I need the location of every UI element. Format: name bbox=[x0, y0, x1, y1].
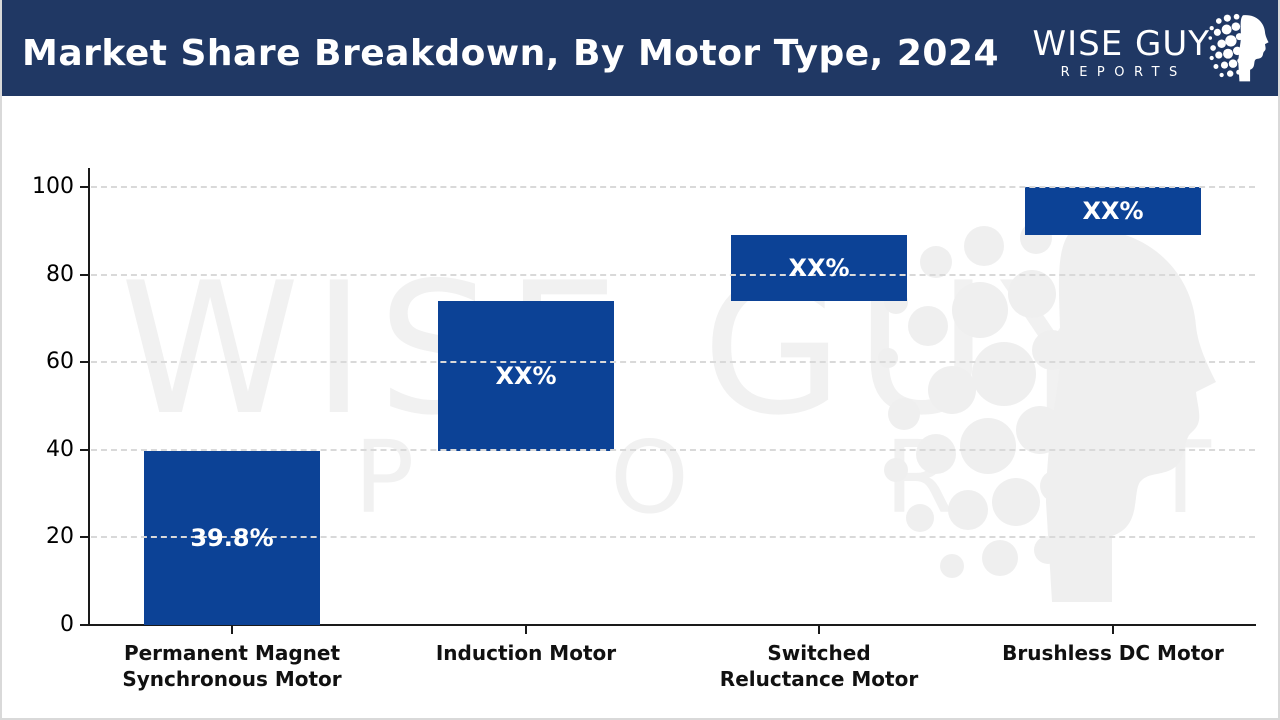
y-axis-tick-label: 40 bbox=[46, 436, 74, 462]
y-axis-tick bbox=[80, 273, 88, 276]
x-axis-tick bbox=[231, 626, 233, 634]
y-axis-tick bbox=[80, 624, 88, 626]
header-bar: Market Share Breakdown, By Motor Type, 2… bbox=[2, 0, 1278, 96]
gridline bbox=[91, 361, 1255, 364]
x-axis-tick bbox=[525, 626, 527, 634]
bar-value-label: XX% bbox=[495, 361, 557, 390]
category-label: Switched Reluctance Motor bbox=[719, 641, 919, 691]
y-axis-tick-label: 100 bbox=[32, 174, 74, 199]
bar-value-label: XX% bbox=[1082, 197, 1144, 226]
y-axis-tick bbox=[80, 186, 88, 188]
page-title: Market Share Breakdown, By Motor Type, 2… bbox=[22, 33, 1000, 74]
logo-wordmark-line2: REPORTS bbox=[1060, 64, 1187, 80]
x-axis-tick bbox=[818, 626, 820, 634]
y-axis-tick-label: 60 bbox=[46, 349, 74, 375]
gridline bbox=[91, 273, 1255, 276]
y-axis-tick bbox=[80, 361, 88, 364]
bar-value-label: 39.8% bbox=[190, 523, 274, 552]
y-axis-line bbox=[88, 168, 90, 626]
wise-guy-logo: WISE GUY REPORTS bbox=[1032, 8, 1270, 88]
y-axis-tick-label: 0 bbox=[60, 612, 74, 637]
x-axis-line bbox=[88, 624, 1256, 626]
category-label: Induction Motor bbox=[435, 641, 617, 665]
bar-segment: XX% bbox=[438, 300, 614, 451]
x-axis-tick bbox=[1112, 626, 1114, 634]
bar-value-label: XX% bbox=[788, 254, 850, 283]
gridline bbox=[91, 186, 1255, 188]
y-axis-tick-label: 80 bbox=[46, 261, 74, 287]
logo-wordmark: WISE GUY REPORTS bbox=[1032, 24, 1210, 80]
y-axis-tick bbox=[80, 448, 88, 451]
gridline bbox=[91, 448, 1255, 451]
y-axis-tick bbox=[80, 536, 88, 539]
y-axis-tick-label: 20 bbox=[46, 524, 74, 550]
logo-wordmark-line1: WISE GUY bbox=[1032, 24, 1210, 65]
gridline bbox=[91, 536, 1255, 539]
bar-segment: XX% bbox=[731, 235, 907, 301]
category-label: Brushless DC Motor bbox=[1002, 641, 1224, 665]
category-label: Permanent Magnet Synchronous Motor bbox=[122, 641, 342, 691]
bar-segment: XX% bbox=[1025, 187, 1201, 236]
logo-head-icon bbox=[1208, 13, 1269, 82]
